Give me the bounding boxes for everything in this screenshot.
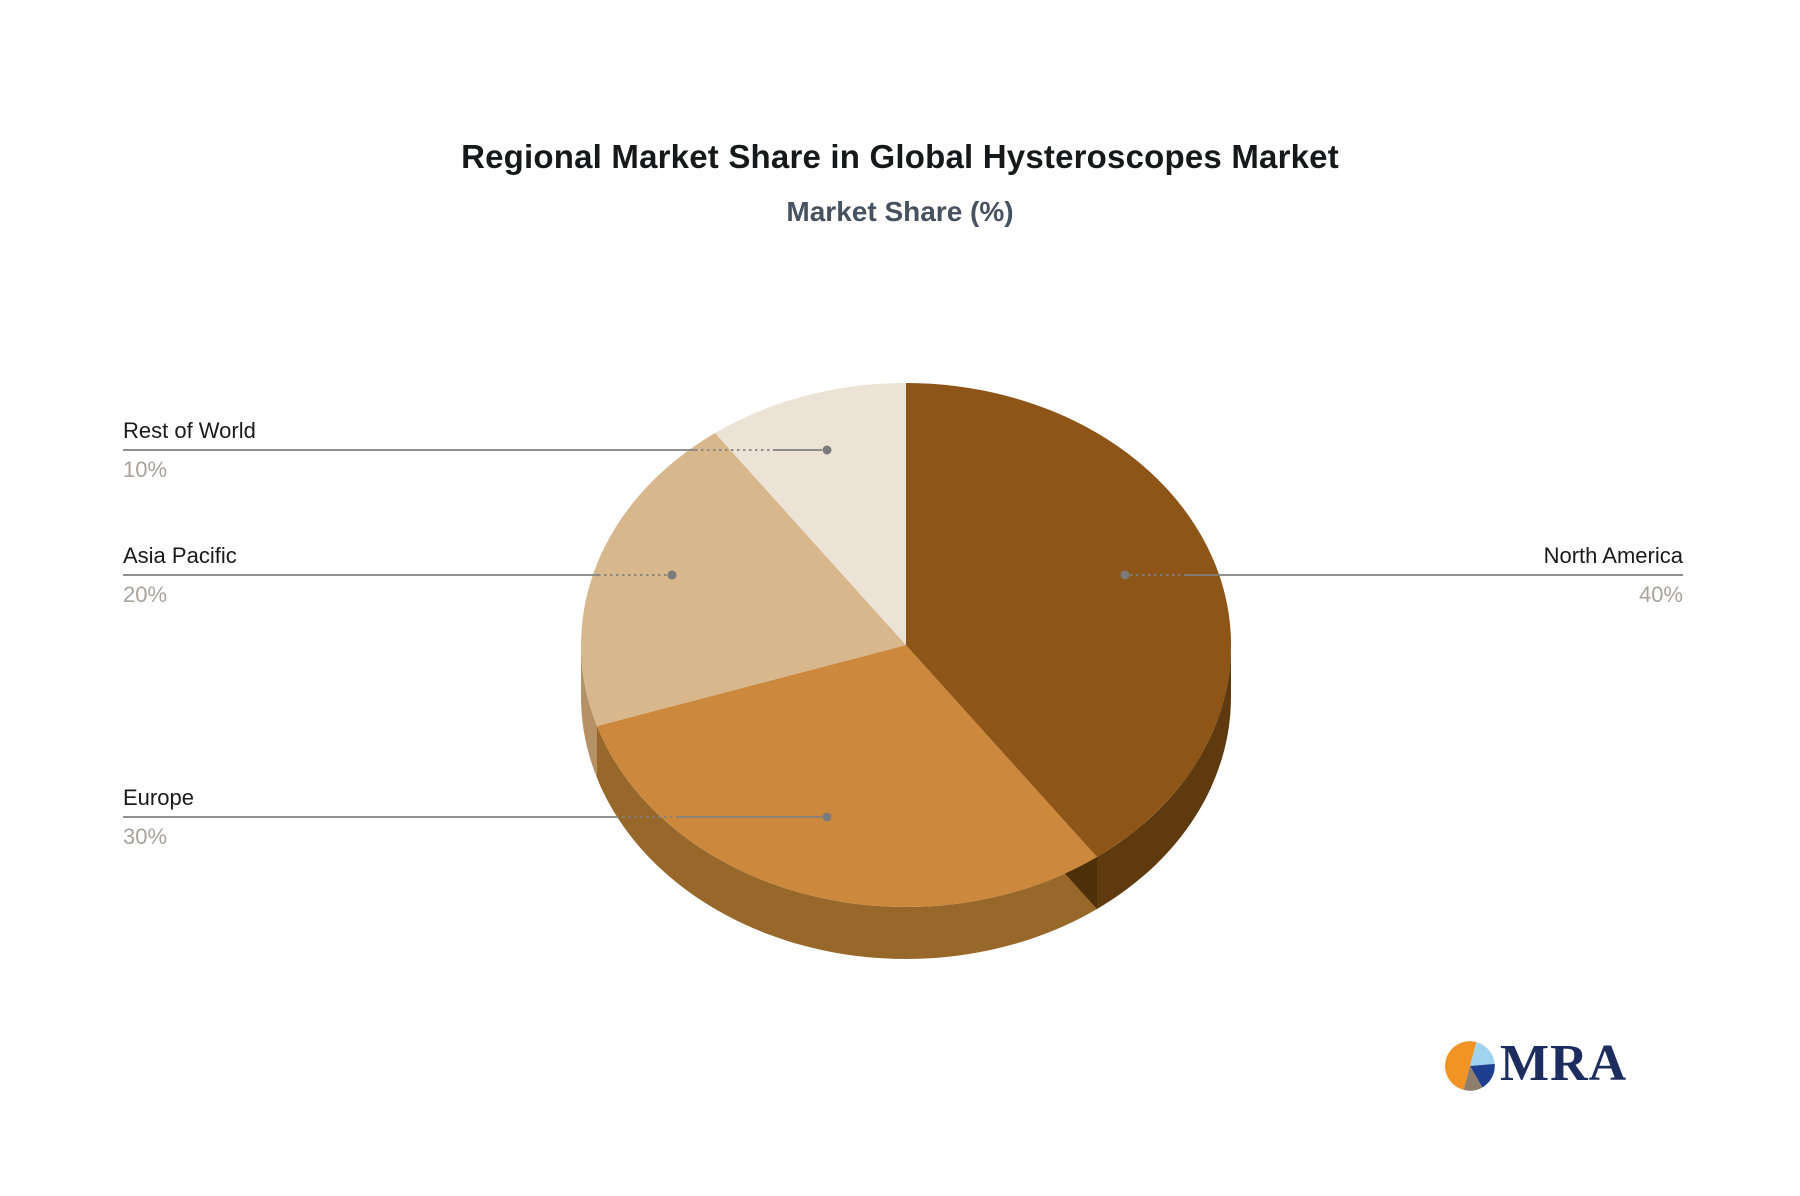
callout-rest-of-world-value: 10% (123, 457, 168, 482)
chart-title: Regional Market Share in Global Hysteros… (461, 138, 1339, 175)
logo-text: MRA (1500, 1035, 1628, 1092)
callout-rest-of-world-label: Rest of World (123, 418, 256, 443)
pie-depth-north-america (1097, 645, 1231, 909)
callout-asia-pacific-label: Asia Pacific (123, 543, 237, 568)
callout-north-america-label: North America (1543, 543, 1683, 568)
leader-dot-rest-of-world (822, 445, 832, 455)
callout-asia-pacific-value: 20% (123, 582, 168, 607)
leader-dot-europe (822, 812, 832, 822)
callout-north-america-value: 40% (1638, 582, 1683, 607)
pie-depth-asia-pacific (581, 645, 597, 778)
chart-subtitle: Market Share (%) (786, 196, 1014, 227)
leader-dot-north-america (1120, 570, 1130, 580)
pie-slice-rest-of-world[interactable] (715, 383, 906, 645)
logo-pie-icon (1445, 1041, 1495, 1091)
callout-europe-value: 30% (123, 824, 168, 849)
callout-europe-label: Europe (123, 785, 194, 810)
leader-dot-asia-pacific (667, 570, 677, 580)
pie-slice-asia-pacific[interactable] (581, 433, 906, 726)
pie-depth-europe (597, 726, 1097, 959)
pie-slice-north-america[interactable] (906, 383, 1232, 857)
pie-slice-europe[interactable] (597, 645, 1097, 907)
mra-logo: MRA (1444, 1035, 1704, 1108)
